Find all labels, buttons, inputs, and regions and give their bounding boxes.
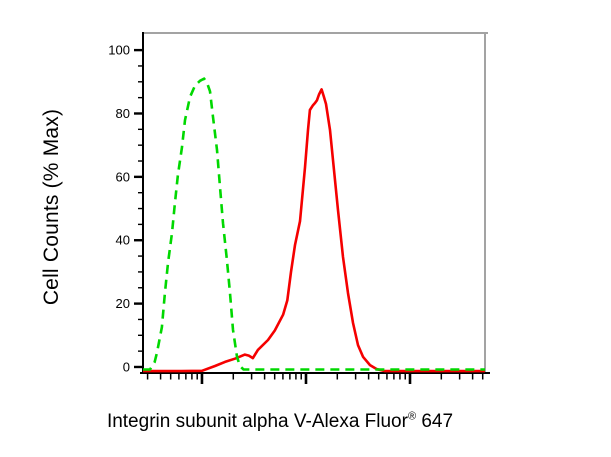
series-curve-control-dashed-green bbox=[143, 77, 485, 371]
series-curve-sample-solid-red bbox=[143, 88, 485, 373]
y-tick-label: 20 bbox=[116, 296, 130, 311]
y-tick-label: 40 bbox=[116, 233, 130, 248]
y-tick-label: 100 bbox=[108, 43, 130, 58]
x-axis-title-suffix: 647 bbox=[416, 411, 454, 432]
y-tick-label: 0 bbox=[123, 359, 130, 374]
registered-trademark-symbol: ® bbox=[407, 410, 417, 423]
x-axis-title-text: Integrin subunit alpha V-Alexa Fluor bbox=[106, 411, 408, 432]
x-axis-title: Integrin subunit alpha V-Alexa Fluor® 64… bbox=[0, 411, 560, 433]
y-axis-title: Cell Counts (% Max) bbox=[40, 108, 63, 306]
y-tick-label: 60 bbox=[116, 169, 130, 184]
y-tick-label: 80 bbox=[116, 106, 130, 121]
